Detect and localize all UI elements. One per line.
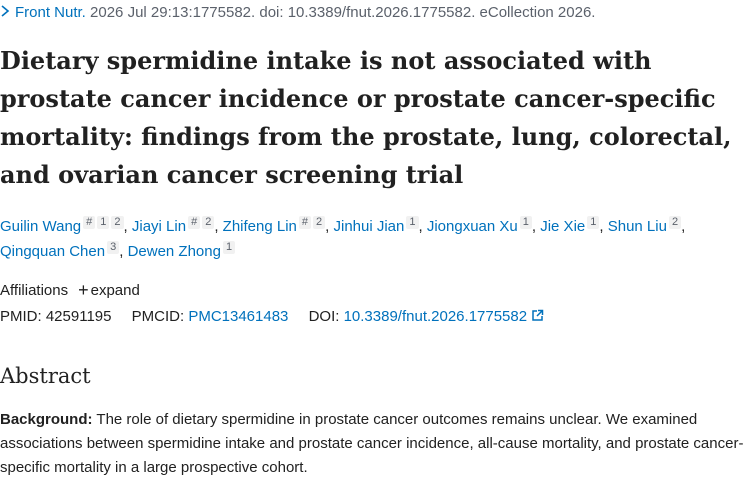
separator: ,: [123, 218, 128, 235]
author: Qingquan Chen 3,: [0, 241, 124, 260]
affiliation-ref[interactable]: 1: [406, 216, 419, 229]
equal-contrib-marker: #: [188, 216, 201, 229]
author: Jinhui Jian 1,: [333, 216, 423, 235]
affiliation-ref[interactable]: 2: [202, 216, 215, 229]
affiliation-ref[interactable]: 1: [97, 216, 110, 229]
plus-icon: +: [78, 280, 89, 300]
section-label: Background:: [0, 411, 93, 428]
author-name[interactable]: Jiongxuan Xu: [426, 218, 518, 235]
abstract-heading: Abstract: [0, 364, 91, 388]
article-title: Dietary spermidine intake is not associa…: [0, 46, 732, 189]
affiliation-ref[interactable]: 2: [313, 216, 326, 229]
separator: ,: [418, 218, 423, 235]
external-link-icon: [532, 309, 544, 321]
author-name[interactable]: Jinhui Jian: [333, 218, 405, 235]
separator: ,: [599, 218, 604, 235]
affiliation-ref[interactable]: 1: [587, 216, 600, 229]
equal-contrib-marker: #: [298, 216, 312, 229]
affiliation-ref[interactable]: 1: [519, 216, 532, 229]
author: Shun Liu 2,: [607, 216, 686, 235]
identifiers: PMID: 42591195 PMCID: PMC13461483 DOI: 1…: [0, 308, 544, 325]
author-name[interactable]: Dewen Zhong: [127, 243, 221, 260]
separator: ,: [531, 218, 537, 235]
author: Jiayi Lin #2,: [131, 216, 219, 235]
author: Guilin Wang #1 2,: [0, 216, 128, 235]
pmid: 42591195: [45, 308, 112, 325]
doi-link[interactable]: 10.3389/fnut.2026.1775582: [343, 308, 528, 325]
author: Jie Xie 1,: [540, 216, 604, 235]
pmcid-label: PMCID:: [131, 308, 185, 325]
expand-label: expand: [90, 282, 140, 299]
separator: ,: [214, 218, 219, 235]
affiliations-label: Affiliations: [0, 282, 69, 299]
citation-details: 2026 Jul 29:13:1775582. doi: 10.3389/fnu…: [90, 4, 596, 21]
author-name[interactable]: Shun Liu: [607, 218, 667, 235]
author-name[interactable]: Jie Xie: [540, 218, 586, 235]
pmid-label: PMID:: [0, 308, 42, 325]
affiliation-ref[interactable]: 2: [111, 216, 124, 229]
affiliation-ref[interactable]: 3: [107, 241, 120, 254]
abstract-body: Background: The role of dietary spermidi…: [0, 408, 745, 480]
author: Zhifeng Lin #2,: [222, 216, 330, 235]
affiliations-toggle[interactable]: Affiliations + expand: [0, 280, 140, 301]
author-name[interactable]: Zhifeng Lin: [222, 218, 297, 235]
equal-contrib-marker: #: [83, 216, 96, 229]
affiliation-ref[interactable]: 2: [668, 216, 682, 229]
author-list: Guilin Wang #1 2, Jiayi Lin #2, Zhifeng Lin…: [0, 214, 748, 264]
citation: Front Nutr. 2026 Jul 29:13:1775582. doi:…: [0, 4, 595, 21]
author-name[interactable]: Qingquan Chen: [0, 243, 106, 260]
author: Dewen Zhong 1: [127, 241, 236, 260]
author: Jiongxuan Xu 1,: [426, 216, 537, 235]
section-text: The role of dietary spermidine in prosta…: [0, 411, 744, 476]
separator: ,: [119, 243, 124, 260]
affiliation-ref[interactable]: 1: [222, 241, 236, 254]
journal-link[interactable]: Front Nutr.: [15, 4, 86, 21]
author-name[interactable]: Guilin Wang: [0, 218, 82, 235]
pmcid-link[interactable]: PMC13461483: [188, 308, 289, 325]
doi-label: DOI:: [308, 308, 340, 325]
author-name[interactable]: Jiayi Lin: [131, 218, 187, 235]
separator: ,: [325, 218, 330, 235]
separator: ,: [681, 218, 686, 235]
chevron-icon: [1, 5, 10, 17]
